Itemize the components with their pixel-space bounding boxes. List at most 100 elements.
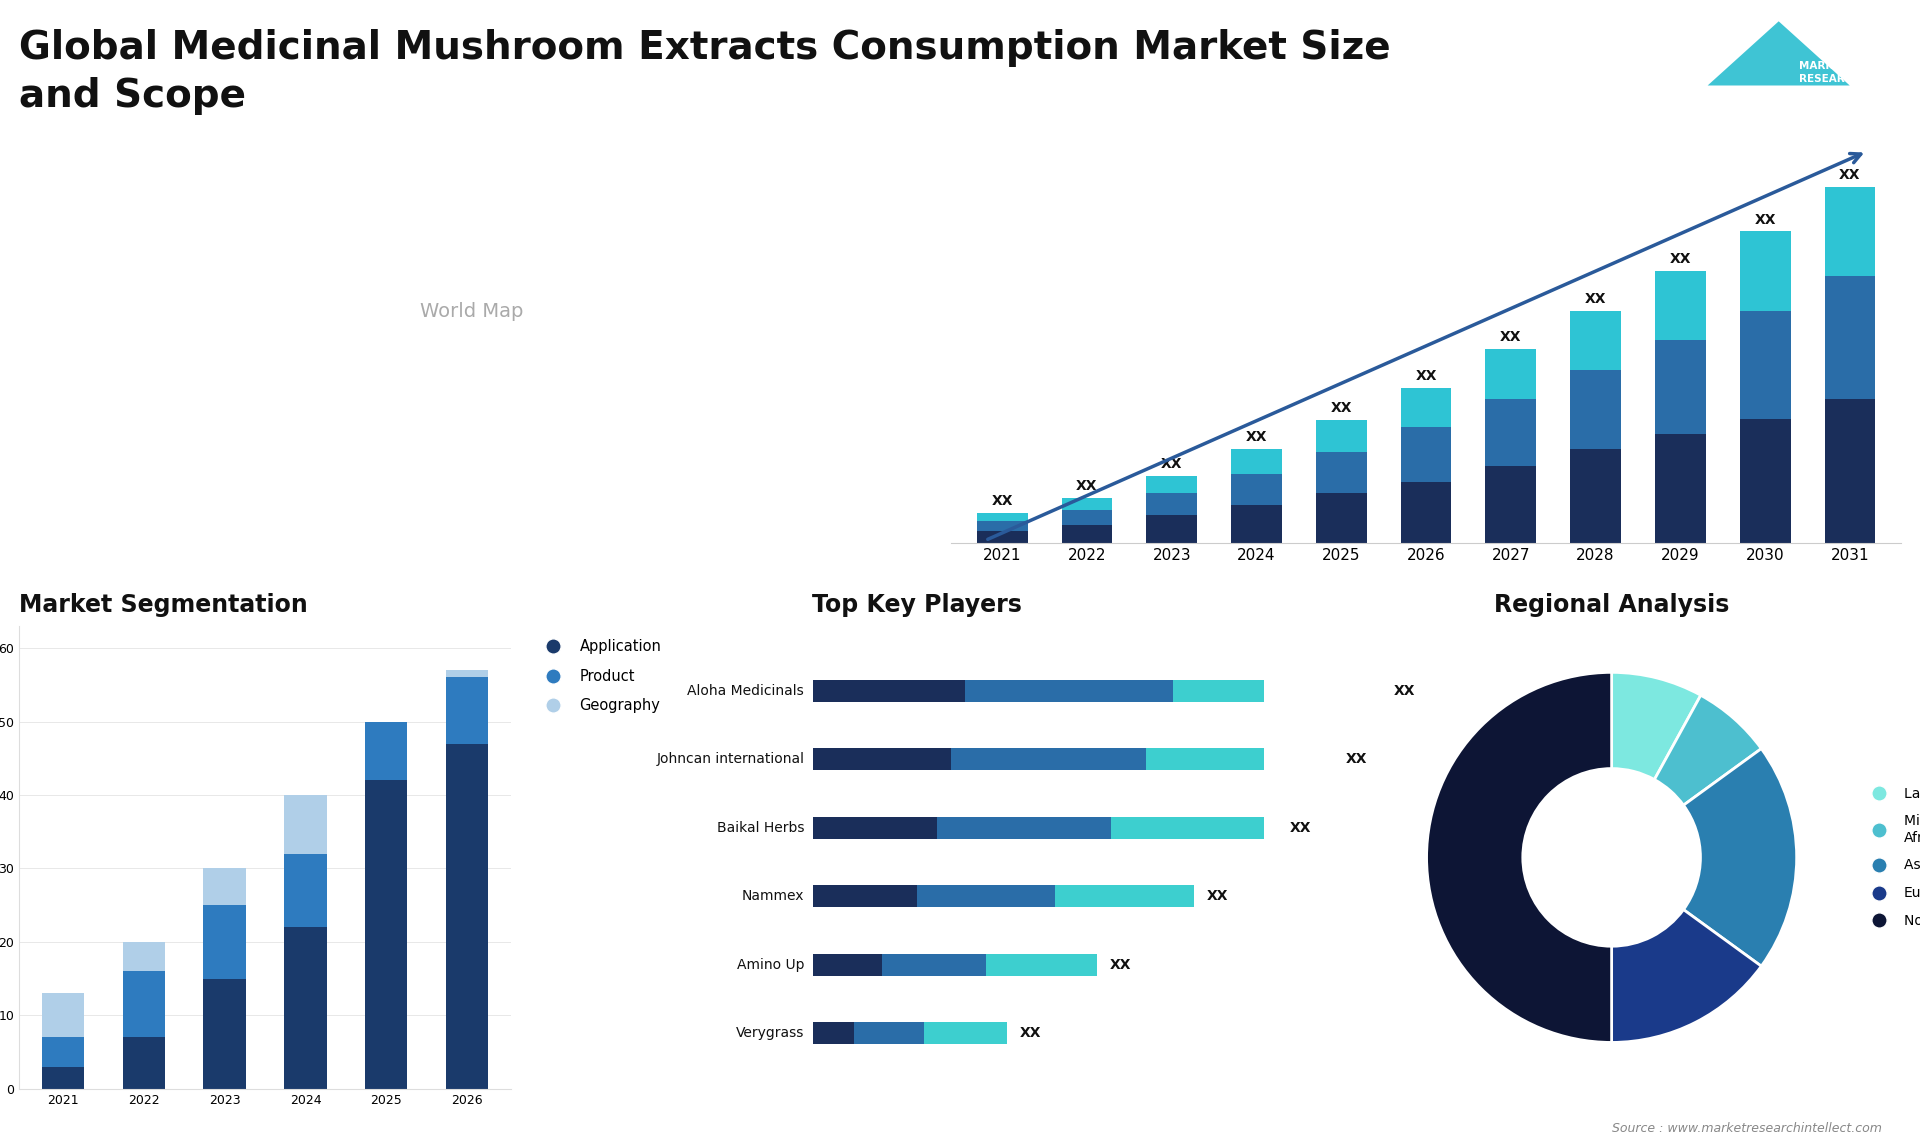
Bar: [445, 670, 488, 677]
Bar: [42, 994, 84, 1037]
Text: XX: XX: [991, 494, 1014, 508]
Bar: [1400, 481, 1452, 543]
Bar: [812, 748, 950, 770]
Bar: [812, 953, 881, 976]
Polygon shape: [1707, 22, 1849, 86]
Text: Aloha Medicinals: Aloha Medicinals: [687, 684, 804, 698]
Bar: [1062, 525, 1112, 543]
Text: XX: XX: [1290, 821, 1311, 834]
Legend: Latin America, Middle East &
Africa, Asia Pacific, Europe, North America: Latin America, Middle East & Africa, Asi…: [1859, 780, 1920, 934]
Bar: [1146, 494, 1198, 516]
Text: XX: XX: [1162, 456, 1183, 471]
Text: Source : www.marketresearchintellect.com: Source : www.marketresearchintellect.com: [1611, 1122, 1882, 1135]
Text: MARKET
RESEARCH
INTELLECT: MARKET RESEARCH INTELLECT: [1799, 61, 1860, 97]
Text: XX: XX: [1110, 958, 1131, 972]
Text: XX: XX: [1346, 752, 1367, 767]
Bar: [812, 1022, 854, 1044]
Wedge shape: [1684, 748, 1797, 966]
Bar: [123, 1037, 165, 1089]
Bar: [1315, 421, 1367, 452]
Bar: [204, 905, 246, 979]
Bar: [812, 680, 966, 702]
Bar: [1400, 387, 1452, 427]
Title: Regional Analysis: Regional Analysis: [1494, 594, 1730, 618]
Bar: [977, 513, 1027, 521]
Text: XX: XX: [1246, 430, 1267, 444]
Polygon shape: [1636, 22, 1778, 86]
Text: XX: XX: [1331, 401, 1352, 415]
Bar: [1146, 516, 1198, 543]
Bar: [881, 953, 987, 976]
Bar: [977, 521, 1027, 531]
Text: Johncan international: Johncan international: [657, 752, 804, 767]
Bar: [1231, 505, 1283, 543]
Wedge shape: [1611, 673, 1701, 779]
Bar: [1571, 311, 1620, 370]
Bar: [812, 885, 916, 908]
Bar: [123, 942, 165, 971]
Legend: Application, Product, Geography: Application, Product, Geography: [534, 634, 668, 720]
Bar: [1146, 748, 1332, 770]
Wedge shape: [1427, 673, 1611, 1043]
Bar: [1740, 231, 1791, 311]
Bar: [1740, 419, 1791, 543]
Bar: [937, 817, 1112, 839]
Bar: [1112, 817, 1277, 839]
Text: Market Segmentation: Market Segmentation: [19, 594, 307, 618]
Bar: [1571, 370, 1620, 449]
Text: Verygrass: Verygrass: [735, 1026, 804, 1041]
Bar: [284, 854, 326, 927]
Bar: [1315, 494, 1367, 543]
Text: XX: XX: [1394, 684, 1415, 698]
Bar: [42, 1037, 84, 1067]
Bar: [365, 722, 407, 780]
Text: XX: XX: [1755, 212, 1776, 227]
Bar: [812, 817, 937, 839]
Text: XX: XX: [1415, 369, 1436, 383]
Bar: [950, 748, 1146, 770]
Text: XX: XX: [1584, 291, 1607, 306]
Bar: [284, 795, 326, 854]
Bar: [1146, 476, 1198, 494]
Bar: [1655, 340, 1705, 434]
Bar: [854, 1022, 924, 1044]
Text: XX: XX: [1077, 479, 1098, 494]
Text: XX: XX: [1500, 330, 1521, 344]
Wedge shape: [1611, 910, 1761, 1043]
Text: Nammex: Nammex: [741, 889, 804, 903]
Bar: [1740, 311, 1791, 419]
Bar: [1400, 427, 1452, 481]
Bar: [1655, 270, 1705, 340]
Text: Amino Up: Amino Up: [737, 958, 804, 972]
Text: XX: XX: [1208, 889, 1229, 903]
Bar: [1173, 680, 1382, 702]
Text: Global Medicinal Mushroom Extracts Consumption Market Size
and Scope: Global Medicinal Mushroom Extracts Consu…: [19, 29, 1390, 115]
Text: XX: XX: [1670, 252, 1692, 266]
Bar: [284, 927, 326, 1089]
Text: Baikal Herbs: Baikal Herbs: [716, 821, 804, 834]
Bar: [445, 744, 488, 1089]
Bar: [1824, 187, 1876, 276]
Bar: [1824, 276, 1876, 400]
Bar: [1231, 473, 1283, 505]
Bar: [1056, 885, 1194, 908]
Bar: [924, 1022, 1006, 1044]
Bar: [1315, 452, 1367, 494]
Wedge shape: [1655, 696, 1761, 806]
Bar: [1062, 510, 1112, 525]
Bar: [1231, 449, 1283, 473]
Bar: [204, 869, 246, 905]
Text: XX: XX: [1839, 168, 1860, 182]
Bar: [204, 979, 246, 1089]
Bar: [1062, 499, 1112, 510]
Text: XX: XX: [1020, 1026, 1041, 1041]
Bar: [1486, 399, 1536, 465]
Bar: [977, 531, 1027, 543]
Text: World Map: World Map: [420, 303, 522, 321]
Bar: [445, 677, 488, 744]
Bar: [1486, 350, 1536, 399]
Bar: [42, 1067, 84, 1089]
Bar: [987, 953, 1096, 976]
Title: Top Key Players: Top Key Players: [812, 594, 1021, 618]
Bar: [1486, 465, 1536, 543]
